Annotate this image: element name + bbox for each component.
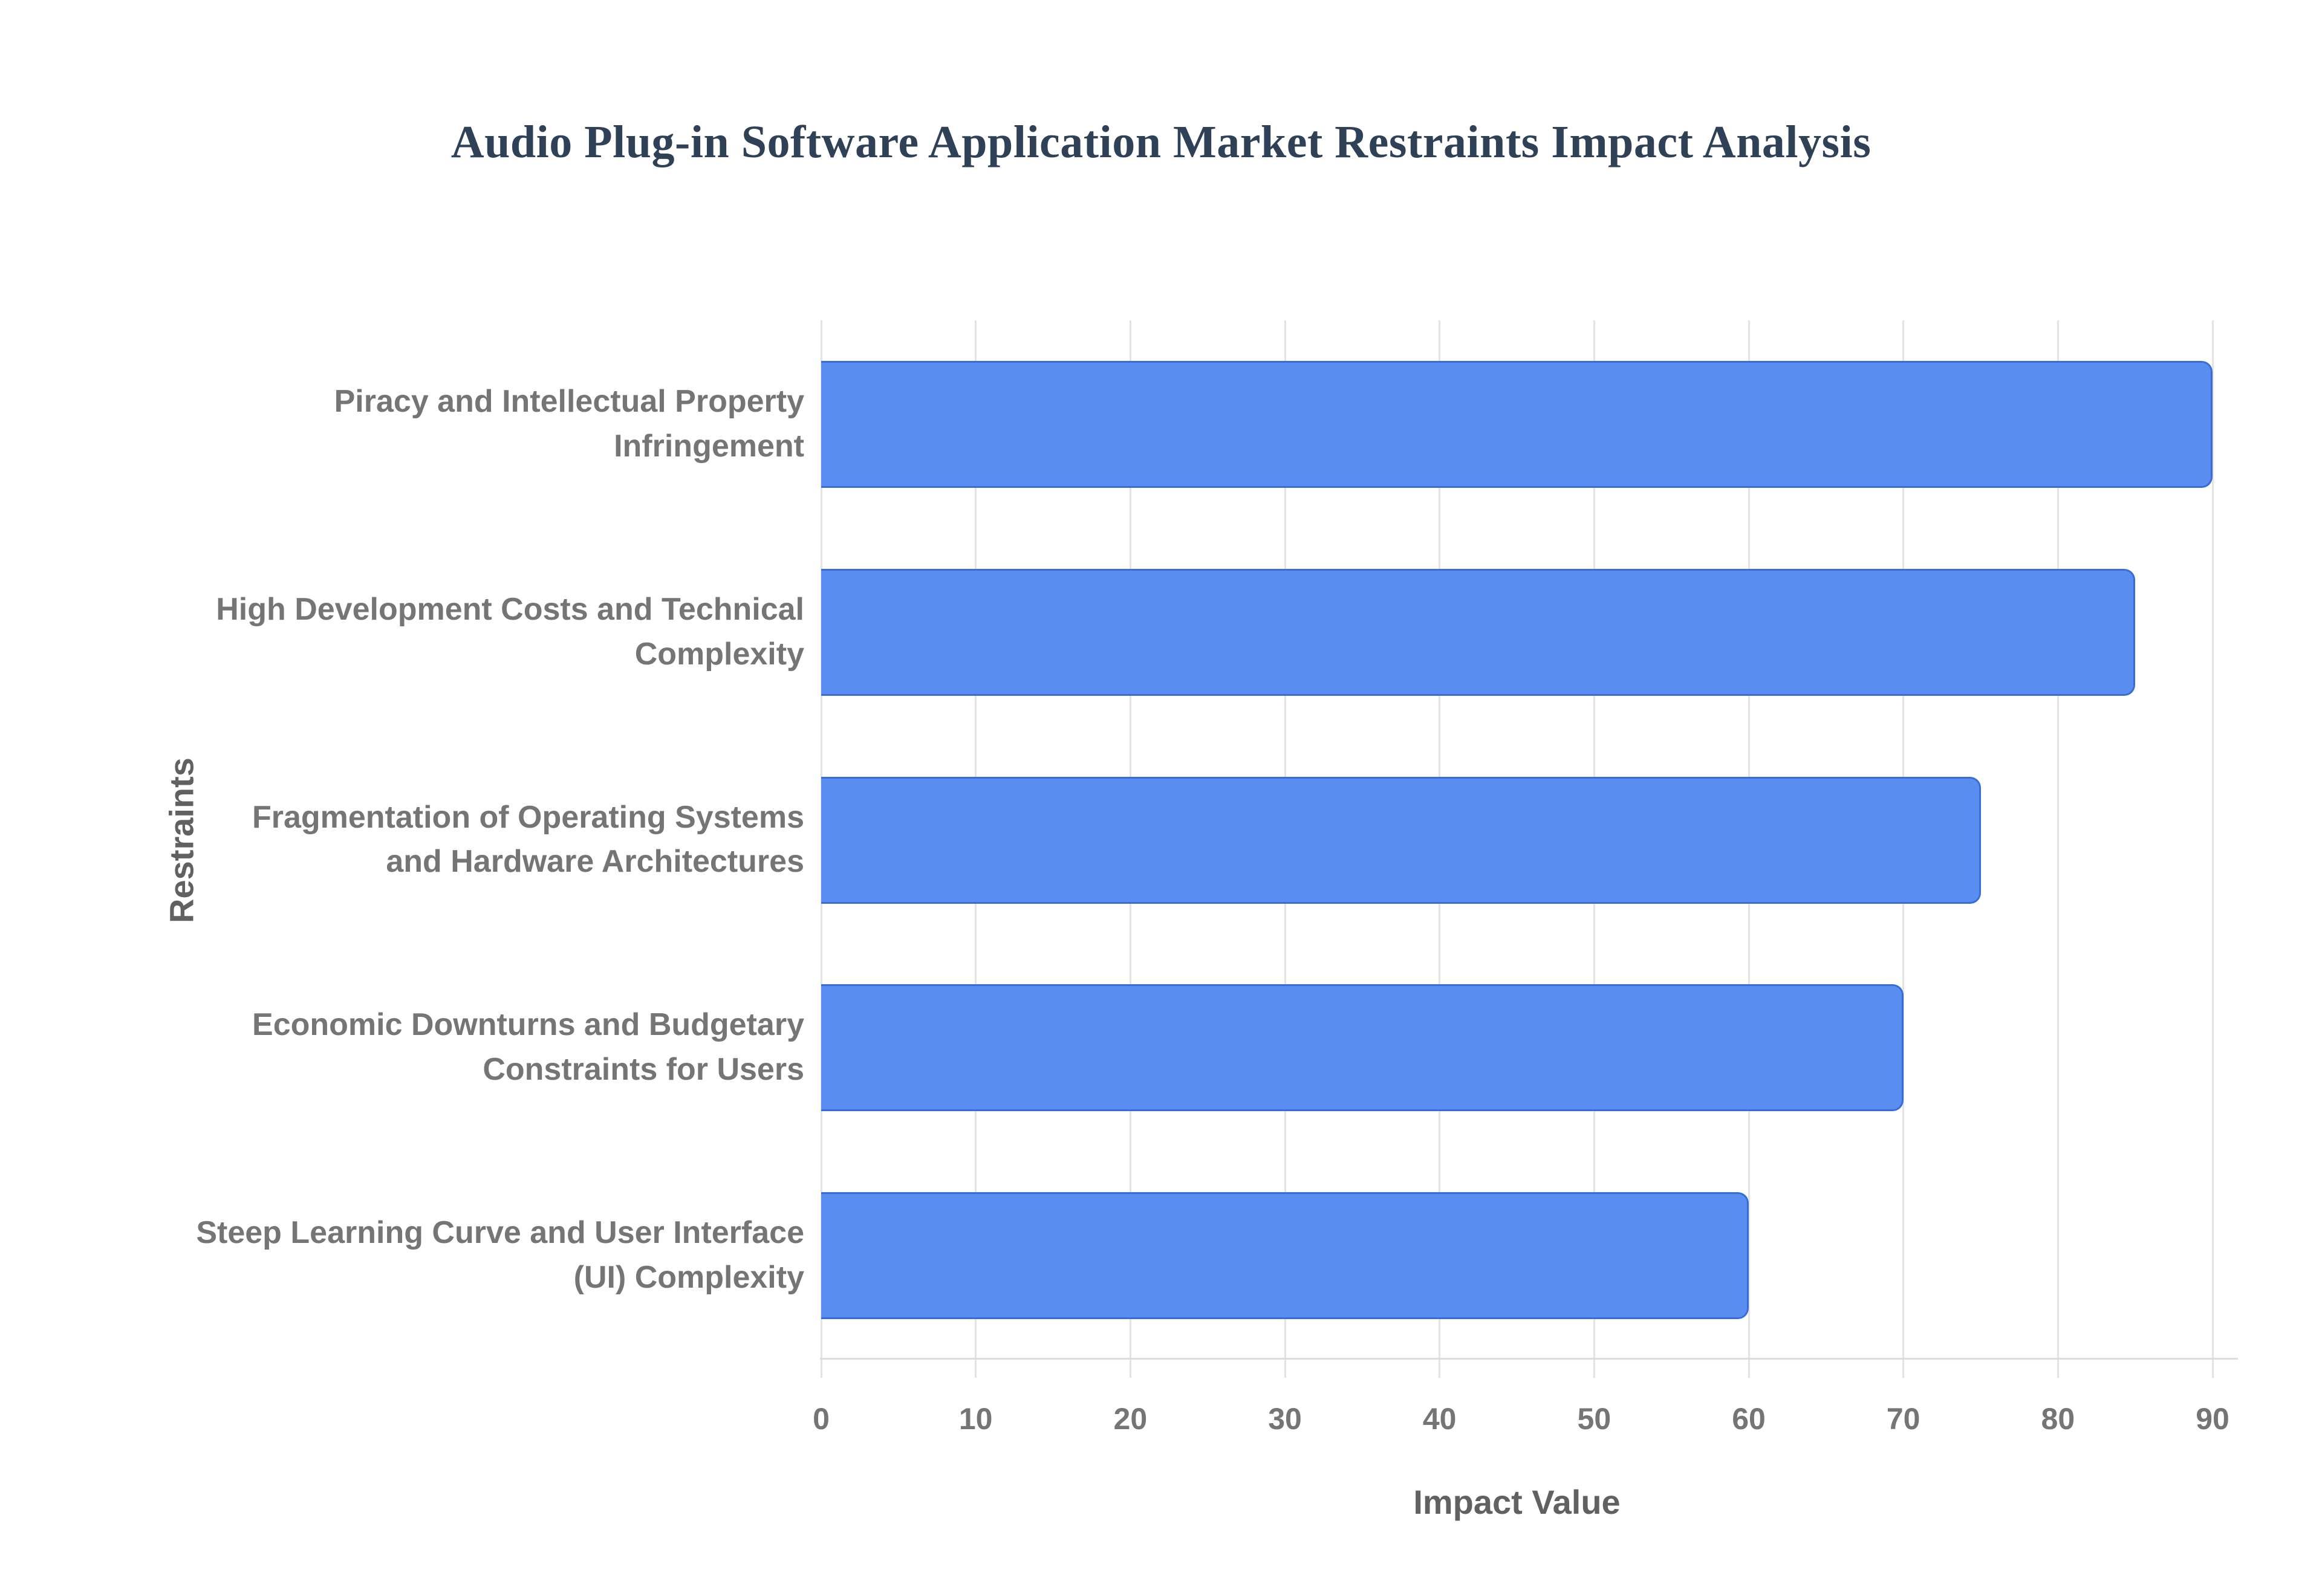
- x-axis-line: [820, 1358, 2238, 1360]
- gridline-x-90: [2211, 320, 2214, 1378]
- x-tick-label-40: 40: [1422, 1402, 1457, 1436]
- y-label-4: Economic Downturns and Budgetary Constra…: [252, 1007, 804, 1088]
- gridline-x-80: [2057, 320, 2059, 1378]
- x-tick-label-20: 20: [1113, 1402, 1148, 1436]
- bar-2: [821, 568, 2136, 696]
- bar-4: [821, 984, 1904, 1112]
- y-label-5: Steep Learning Curve and User Interface …: [196, 1215, 804, 1296]
- bar-3: [821, 776, 1981, 904]
- x-tick-label-80: 80: [2041, 1402, 2075, 1436]
- y-label-1: Piracy and Intellectual Property Infring…: [334, 384, 804, 464]
- y-label-3: Fragmentation of Operating Systems and H…: [252, 799, 804, 880]
- x-tick-label-0: 0: [813, 1402, 830, 1436]
- chart-title: Audio Plug-in Software Application Marke…: [450, 117, 1872, 167]
- x-tick-label-60: 60: [1732, 1402, 1766, 1436]
- x-tick-label-10: 10: [958, 1402, 993, 1436]
- x-tick-label-30: 30: [1268, 1402, 1302, 1436]
- x-tick-label-50: 50: [1577, 1402, 1611, 1436]
- bar-5: [821, 1192, 1749, 1320]
- y-label-2: High Development Costs and Technical Com…: [216, 591, 804, 672]
- x-tick-label-90: 90: [2196, 1402, 2229, 1436]
- bar-1: [821, 360, 2213, 488]
- x-axis-title: Impact Value: [1413, 1483, 1621, 1521]
- x-tick-label-70: 70: [1886, 1402, 1920, 1436]
- plot-area: [820, 320, 2238, 1378]
